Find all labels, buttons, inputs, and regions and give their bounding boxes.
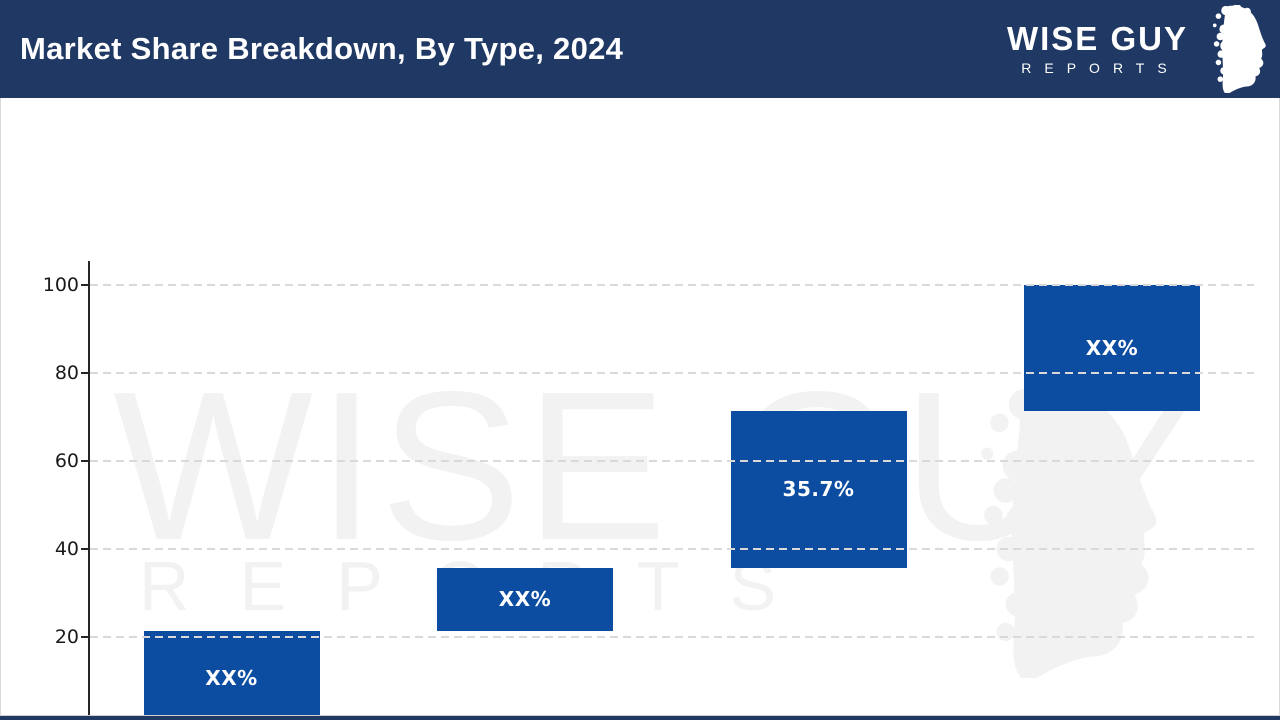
y-tick — [81, 548, 89, 550]
y-tick — [81, 460, 89, 462]
y-tick-label: 40 — [54, 538, 79, 560]
chart-area: WISE GUY REPORTS — [0, 98, 1280, 720]
bar: XX% — [437, 567, 613, 631]
y-tick — [81, 372, 89, 374]
watermark-face-icon — [981, 386, 1157, 678]
gridline — [90, 548, 1254, 550]
bar: XX% — [143, 630, 320, 720]
footer-accent-bar — [0, 715, 1280, 720]
bar: XX% — [1024, 285, 1200, 411]
logo-wordmark: WISE GUY — [1006, 20, 1188, 57]
bar-value-label: XX% — [498, 587, 552, 612]
y-tick-label: 60 — [54, 450, 79, 472]
y-tick — [81, 636, 89, 638]
gridline — [90, 636, 1254, 638]
chart-layer: WISE GUY REPORTS — [1, 98, 1279, 720]
bar-value-label: XX% — [1085, 335, 1139, 360]
header-band: Market Share Breakdown, By Type, 2024 WI… — [0, 0, 1280, 98]
y-tick — [81, 284, 89, 286]
wiseguy-logo-text: WISE GUY REPORTS — [1007, 21, 1188, 77]
y-axis — [88, 261, 90, 720]
gridline — [90, 460, 1254, 462]
page-title: Market Share Breakdown, By Type, 2024 — [20, 31, 624, 66]
logo-subtitle: REPORTS — [1021, 60, 1180, 76]
wiseguy-face-icon — [1212, 5, 1266, 93]
wiseguy-logo: WISE GUY REPORTS — [1007, 0, 1274, 98]
gridline — [90, 284, 1254, 286]
bar-value-label: XX% — [205, 665, 258, 690]
y-tick-label: 80 — [54, 362, 79, 384]
y-tick-label: 100 — [42, 274, 79, 296]
bar-value-label: 35.7% — [782, 477, 855, 502]
bar: 35.7% — [730, 410, 907, 568]
y-tick-label: 20 — [54, 626, 79, 648]
gridline — [90, 372, 1254, 374]
